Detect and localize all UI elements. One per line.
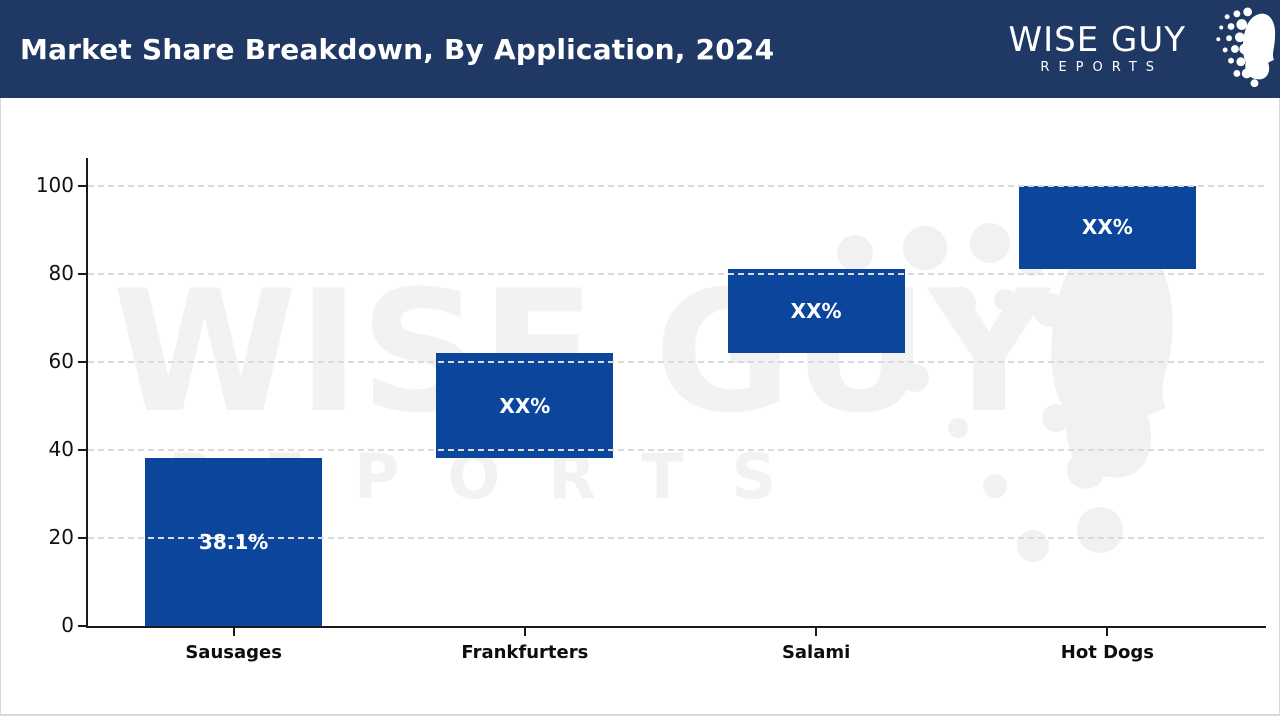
y-tick-label: 40 bbox=[48, 437, 74, 461]
bar bbox=[727, 268, 905, 354]
x-axis-line bbox=[86, 626, 1266, 628]
y-tick-mark bbox=[78, 185, 86, 187]
y-tick-label: 80 bbox=[48, 261, 74, 285]
y-axis-line bbox=[86, 158, 88, 628]
bar-value-label: XX% bbox=[1081, 215, 1133, 240]
logo-name: WISE GUY bbox=[1008, 19, 1186, 60]
category-label: Salami bbox=[781, 642, 851, 663]
bar-value-label: XX% bbox=[499, 393, 551, 418]
y-tick-mark bbox=[78, 537, 86, 539]
y-tick-mark bbox=[78, 361, 86, 363]
x-tick-mark bbox=[232, 628, 235, 636]
bar-value-label: XX% bbox=[790, 298, 842, 323]
gridline bbox=[88, 537, 1264, 539]
logo-tagline: REPORTS bbox=[1040, 60, 1164, 76]
y-tick-label: 20 bbox=[48, 525, 74, 549]
bar bbox=[1018, 186, 1196, 269]
wise-guy-logo: WISE GUY REPORTS bbox=[1008, 0, 1280, 98]
gridline bbox=[88, 273, 1264, 275]
bar bbox=[145, 458, 323, 626]
y-tick-mark bbox=[78, 449, 86, 451]
watermark-head-graphic bbox=[837, 223, 1173, 562]
gridline bbox=[88, 361, 1264, 363]
y-tick-label: 60 bbox=[48, 349, 74, 373]
category-label: Hot Dogs bbox=[1060, 642, 1154, 663]
bar-value-label: 38.1% bbox=[198, 530, 269, 555]
category-label: Sausages bbox=[185, 642, 282, 663]
bar bbox=[436, 353, 614, 459]
y-tick-label: 0 bbox=[61, 613, 74, 637]
y-tick-label: 100 bbox=[35, 173, 74, 197]
page-title: Market Share Breakdown, By Application, … bbox=[20, 32, 775, 66]
category-label: Frankfurters bbox=[461, 642, 589, 663]
gridline bbox=[88, 185, 1264, 187]
gridline bbox=[88, 449, 1264, 451]
logo-text: WISE GUY REPORTS bbox=[1008, 19, 1186, 76]
y-tick-mark bbox=[78, 625, 86, 627]
header-bar: Market Share Breakdown, By Application, … bbox=[0, 0, 1280, 98]
x-tick-mark bbox=[523, 628, 526, 636]
dotted-head-icon bbox=[1216, 7, 1276, 88]
x-tick-mark bbox=[815, 628, 818, 636]
y-tick-mark bbox=[78, 273, 86, 275]
x-tick-mark bbox=[1106, 628, 1109, 636]
